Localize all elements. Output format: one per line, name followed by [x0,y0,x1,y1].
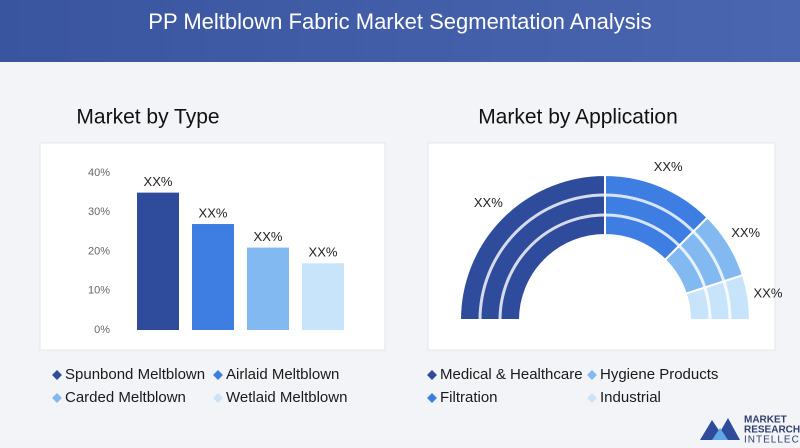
legend-label: Hygiene Products [600,366,718,383]
donut-segment [458,173,606,321]
logo-text: RESEARCH [744,425,800,436]
legend-label: Filtration [440,389,498,406]
logo-icon [712,428,728,440]
chart-title: Market by Application [478,106,678,129]
value-label: XX% [754,286,783,301]
legend-label: Industrial [600,389,661,406]
legend-marker [587,393,597,403]
y-tick-label: 0% [94,324,110,336]
y-tick-label: 20% [88,245,110,257]
y-tick-label: 30% [88,206,110,218]
legend-label: Carded Meltblown [65,389,186,406]
value-label: XX% [199,205,228,220]
legend-label: Spunbond Meltblown [65,366,205,383]
value-label: XX% [731,225,760,240]
ring-divider [498,213,712,321]
y-tick-label: 10% [88,285,110,297]
legend-marker [213,393,223,403]
logo-icon [700,418,740,440]
bar [137,192,179,330]
legend-label: Airlaid Meltblown [226,366,339,383]
logo: MARKET RESEARCH INTELLECT [700,415,800,446]
header-title: PP Meltblown Fabric Market Segmentation … [148,9,651,34]
legend-marker [427,370,437,380]
legend-marker [587,370,597,380]
ring-divider [478,193,732,321]
value-label: XX% [309,245,338,260]
logo-text: INTELLECT [744,435,800,446]
logo-text: MARKET [744,415,787,426]
value-label: XX% [254,229,283,244]
y-tick-label: 40% [88,167,110,179]
header-band [0,0,800,62]
bar [302,263,344,330]
value-label: XX% [144,174,173,189]
chart-title: Market by Type [76,106,219,129]
legend-label: Medical & Healthcare [440,366,583,383]
value-label: XX% [654,159,683,174]
bar [247,247,289,330]
bar [192,224,234,330]
legend-marker [213,370,223,380]
legend-label: Wetlaid Meltblown [226,389,347,406]
donut-segment [684,273,752,321]
value-label: XX% [474,195,503,210]
legend-marker [427,393,437,403]
